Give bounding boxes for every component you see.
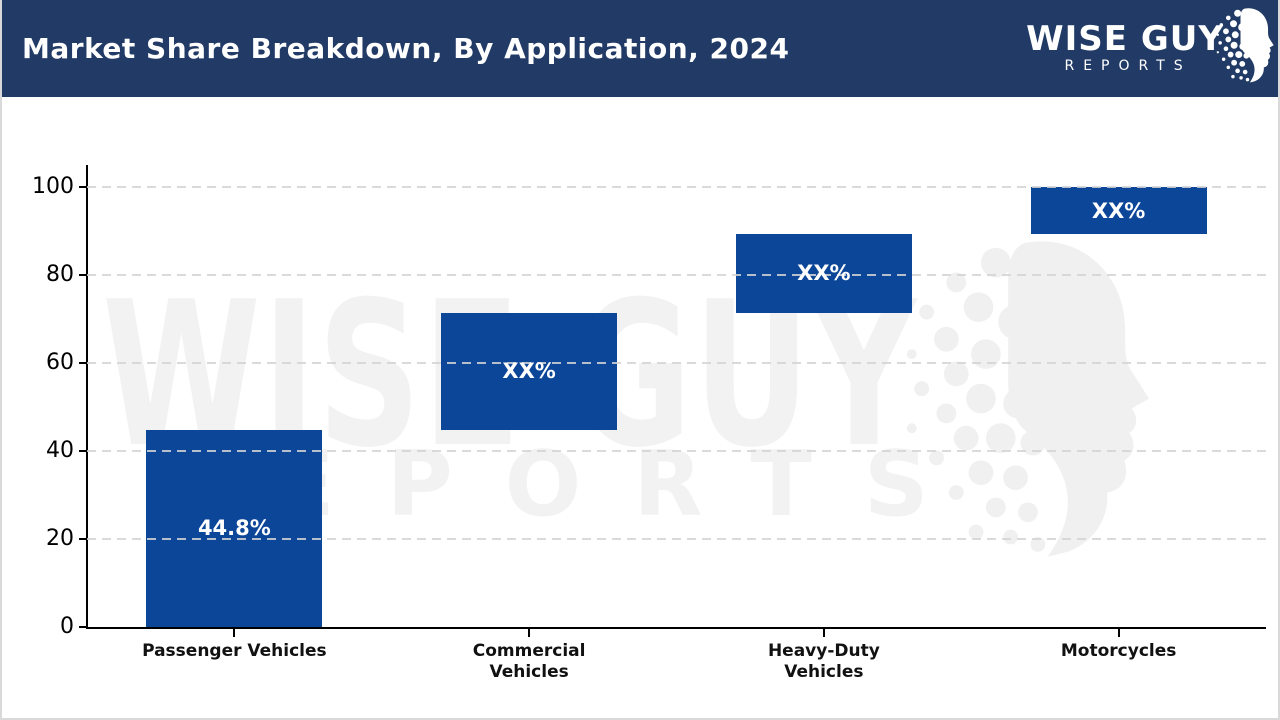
y-tick-100 xyxy=(79,186,87,188)
x-axis-label-line: Vehicles xyxy=(489,662,569,682)
y-tick-label-0: 0 xyxy=(60,614,74,639)
y-tick-60 xyxy=(79,362,87,364)
bar-value-label-passenger-vehicles: 44.8% xyxy=(197,516,271,541)
x-axis-label-line: Heavy-Duty xyxy=(767,641,880,661)
x-tick-passenger-vehicles xyxy=(233,629,236,637)
x-axis-line xyxy=(86,627,1266,629)
bar-value-label-motorcycles: XX% xyxy=(1091,198,1146,223)
x-axis-label-line: Vehicles xyxy=(784,662,864,682)
page-title: Market Share Breakdown, By Application, … xyxy=(22,32,790,65)
bar-value-label-heavy-duty-vehicles: XX% xyxy=(797,261,851,286)
logo-text: WISE GUY REPORTS xyxy=(1026,21,1224,74)
y-tick-label-60: 60 xyxy=(46,350,74,375)
y-tick-label-100: 100 xyxy=(32,174,74,199)
x-axis-label-line: Passenger Vehicles xyxy=(142,641,327,661)
x-axis-label-motorcycles: Motorcycles xyxy=(989,641,1249,662)
bar-heavy-duty-vehicles xyxy=(735,234,912,313)
head-profile-dots-icon xyxy=(1212,6,1276,88)
bar-commercial-vehicles xyxy=(441,312,618,430)
gridline-40 xyxy=(87,450,1268,452)
bar-passenger-vehicles xyxy=(146,429,323,627)
y-tick-80 xyxy=(79,274,87,276)
wiseguy-logo: WISE GUY REPORTS xyxy=(1026,6,1276,88)
y-tick-label-40: 40 xyxy=(46,438,74,463)
header: Market Share Breakdown, By Application, … xyxy=(2,0,1278,97)
gridline-100 xyxy=(87,186,1268,188)
x-tick-heavy-duty-vehicles xyxy=(822,629,825,637)
gridline-80 xyxy=(87,274,1268,276)
x-axis-label-passenger-vehicles: Passenger Vehicles xyxy=(104,641,364,662)
x-axis-label-heavy-duty-vehicles: Heavy-Duty Vehicles xyxy=(694,641,954,683)
gridline-20 xyxy=(87,538,1268,540)
bar-motorcycles xyxy=(1030,187,1207,235)
logo-wordmark: WISE GUY xyxy=(1026,18,1224,59)
y-tick-20 xyxy=(79,538,87,540)
x-tick-motorcycles xyxy=(1117,629,1120,637)
x-axis-label-commercial-vehicles: Commercial Vehicles xyxy=(399,641,659,683)
y-tick-40 xyxy=(79,450,87,452)
logo-subtitle: REPORTS xyxy=(1064,57,1192,74)
watermark-head-profile-icon xyxy=(887,233,1159,579)
y-tick-label-80: 80 xyxy=(46,262,74,287)
y-tick-label-20: 20 xyxy=(46,526,74,551)
x-axis-label-line: Commercial xyxy=(472,641,586,661)
x-tick-commercial-vehicles xyxy=(528,629,531,637)
gridline-60 xyxy=(87,362,1268,364)
x-axis-label-line: Motorcycles xyxy=(1060,641,1177,661)
y-axis-line xyxy=(86,165,88,629)
y-tick-0 xyxy=(79,626,87,628)
bar-value-label-commercial-vehicles: XX% xyxy=(502,359,556,384)
